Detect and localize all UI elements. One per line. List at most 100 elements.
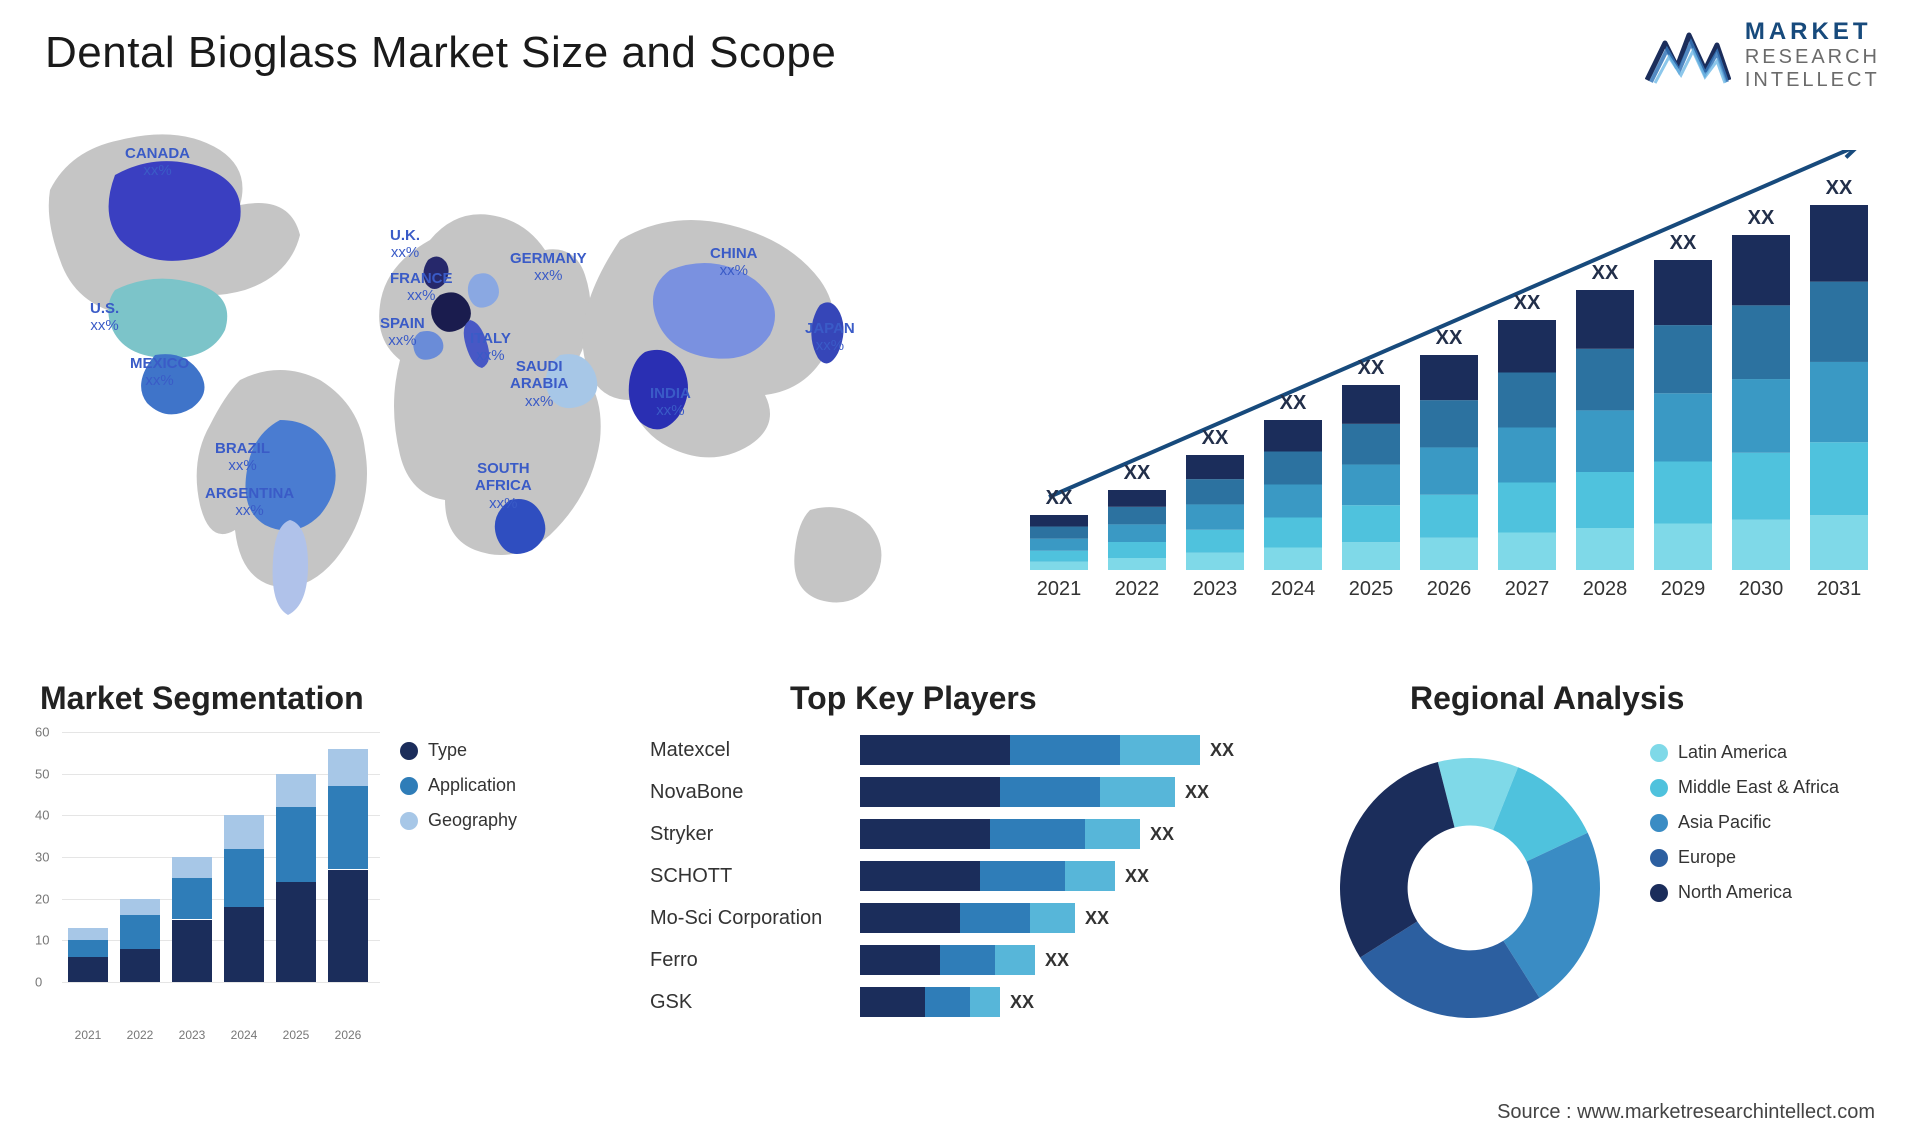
growth-bar-seg bbox=[1654, 462, 1712, 524]
growth-bar-seg bbox=[1498, 533, 1556, 571]
growth-value-label: XX bbox=[1029, 487, 1089, 510]
growth-bar-seg bbox=[1264, 518, 1322, 548]
growth-value-label: XX bbox=[1419, 327, 1479, 350]
map-label-saudi: SAUDIARABIAxx% bbox=[510, 358, 568, 410]
growth-bar-seg bbox=[1420, 495, 1478, 538]
player-bar-seg bbox=[1000, 777, 1100, 807]
seg-x-tick: 2022 bbox=[127, 1028, 154, 1042]
growth-value-label: XX bbox=[1107, 462, 1167, 485]
regional-legend-item: North America bbox=[1650, 882, 1839, 903]
growth-value-label: XX bbox=[1575, 262, 1635, 285]
players-title: Top Key Players bbox=[790, 680, 1290, 717]
growth-x-label: 2028 bbox=[1570, 578, 1640, 601]
logo-text-2: RESEARCH bbox=[1745, 46, 1880, 69]
seg-bar-seg bbox=[172, 920, 212, 983]
seg-bar-seg bbox=[328, 786, 368, 869]
legend-dot-icon bbox=[400, 777, 418, 795]
legend-label: North America bbox=[1678, 882, 1792, 903]
donut-slice bbox=[1340, 762, 1455, 957]
map-label-uk: U.K.xx% bbox=[390, 227, 420, 262]
growth-bar-seg bbox=[1654, 325, 1712, 393]
map-label-safrica: SOUTHAFRICAxx% bbox=[475, 460, 532, 512]
growth-bar-seg bbox=[1732, 520, 1790, 570]
growth-bar-seg bbox=[1654, 260, 1712, 325]
map-label-argentina: ARGENTINAxx% bbox=[205, 485, 294, 520]
growth-bar-seg bbox=[1420, 538, 1478, 570]
player-name: Stryker bbox=[650, 823, 860, 846]
map-label-brazil: BRAZILxx% bbox=[215, 440, 270, 475]
player-bar-wrap: XX bbox=[860, 945, 1290, 975]
seg-gridline bbox=[62, 732, 380, 733]
growth-bar-seg bbox=[1030, 562, 1088, 570]
legend-dot-icon bbox=[400, 742, 418, 760]
map-label-france: FRANCExx% bbox=[390, 270, 453, 305]
seg-bar-seg bbox=[328, 749, 368, 787]
growth-bar-seg bbox=[1342, 385, 1400, 424]
growth-x-label: 2021 bbox=[1024, 578, 1094, 601]
player-bar-seg bbox=[960, 903, 1030, 933]
seg-y-tick: 0 bbox=[35, 975, 42, 990]
seg-y-tick: 60 bbox=[35, 725, 49, 740]
player-bar-seg bbox=[860, 777, 1000, 807]
growth-bar-seg bbox=[1342, 542, 1400, 570]
player-row: Matexcel XX bbox=[650, 729, 1290, 771]
player-bar-wrap: XX bbox=[860, 735, 1290, 765]
player-bar-seg bbox=[860, 987, 925, 1017]
growth-bar-seg bbox=[1810, 282, 1868, 362]
player-bar-wrap: XX bbox=[860, 861, 1290, 891]
player-bar-seg bbox=[860, 903, 960, 933]
seg-x-tick: 2024 bbox=[231, 1028, 258, 1042]
legend-dot-icon bbox=[1650, 779, 1668, 797]
seg-y-tick: 30 bbox=[35, 850, 49, 865]
growth-value-label: XX bbox=[1809, 177, 1869, 200]
regional-legend-item: Latin America bbox=[1650, 742, 1839, 763]
player-bar-seg bbox=[995, 945, 1035, 975]
player-bar-seg bbox=[860, 861, 980, 891]
player-bar bbox=[860, 861, 1115, 891]
seg-y-tick: 20 bbox=[35, 891, 49, 906]
growth-bar-seg bbox=[1264, 485, 1322, 518]
growth-bar-seg bbox=[1732, 305, 1790, 379]
player-name: SCHOTT bbox=[650, 865, 860, 888]
player-name: Matexcel bbox=[650, 739, 860, 762]
legend-label: Latin America bbox=[1678, 742, 1787, 763]
growth-bar-seg bbox=[1420, 447, 1478, 494]
map-label-canada: CANADAxx% bbox=[125, 145, 190, 180]
growth-bar-seg bbox=[1186, 530, 1244, 553]
map-label-italy: ITALYxx% bbox=[470, 330, 511, 365]
growth-bar-chart: XXXXXXXXXXXXXXXXXXXXXX 20212022202320242… bbox=[1020, 150, 1880, 610]
growth-bar-seg bbox=[1030, 551, 1088, 562]
seg-bar-seg bbox=[276, 807, 316, 882]
legend-label: Geography bbox=[428, 810, 517, 831]
legend-label: Type bbox=[428, 740, 467, 761]
player-bar bbox=[860, 777, 1175, 807]
growth-bar-seg bbox=[1186, 479, 1244, 504]
growth-bar-seg bbox=[1108, 490, 1166, 507]
growth-x-label: 2027 bbox=[1492, 578, 1562, 601]
map-label-us: U.S.xx% bbox=[90, 300, 119, 335]
growth-bar-seg bbox=[1342, 465, 1400, 506]
legend-label: Middle East & Africa bbox=[1678, 777, 1839, 798]
growth-bar-seg bbox=[1186, 455, 1244, 479]
world-map: CANADAxx%U.S.xx%MEXICOxx%BRAZILxx%ARGENT… bbox=[20, 120, 940, 640]
player-bar-seg bbox=[970, 987, 1000, 1017]
player-value-label: XX bbox=[1210, 740, 1234, 761]
legend-dot-icon bbox=[1650, 884, 1668, 902]
growth-bar-seg bbox=[1810, 205, 1868, 282]
growth-bar-seg bbox=[1342, 505, 1400, 542]
player-bar bbox=[860, 819, 1140, 849]
player-bar-seg bbox=[1010, 735, 1120, 765]
player-value-label: XX bbox=[1085, 908, 1109, 929]
growth-bar-seg bbox=[1810, 362, 1868, 442]
player-bar-seg bbox=[980, 861, 1065, 891]
map-label-china: CHINAxx% bbox=[710, 245, 758, 280]
player-bar-wrap: XX bbox=[860, 777, 1290, 807]
growth-value-label: XX bbox=[1185, 427, 1245, 450]
legend-dot-icon bbox=[1650, 814, 1668, 832]
player-row: GSKXX bbox=[650, 981, 1290, 1023]
map-label-japan: JAPANxx% bbox=[805, 320, 855, 355]
player-bar-seg bbox=[1030, 903, 1075, 933]
player-bar-wrap: XX bbox=[860, 903, 1290, 933]
seg-x-tick: 2021 bbox=[75, 1028, 102, 1042]
player-bar-wrap: XX bbox=[860, 987, 1290, 1017]
